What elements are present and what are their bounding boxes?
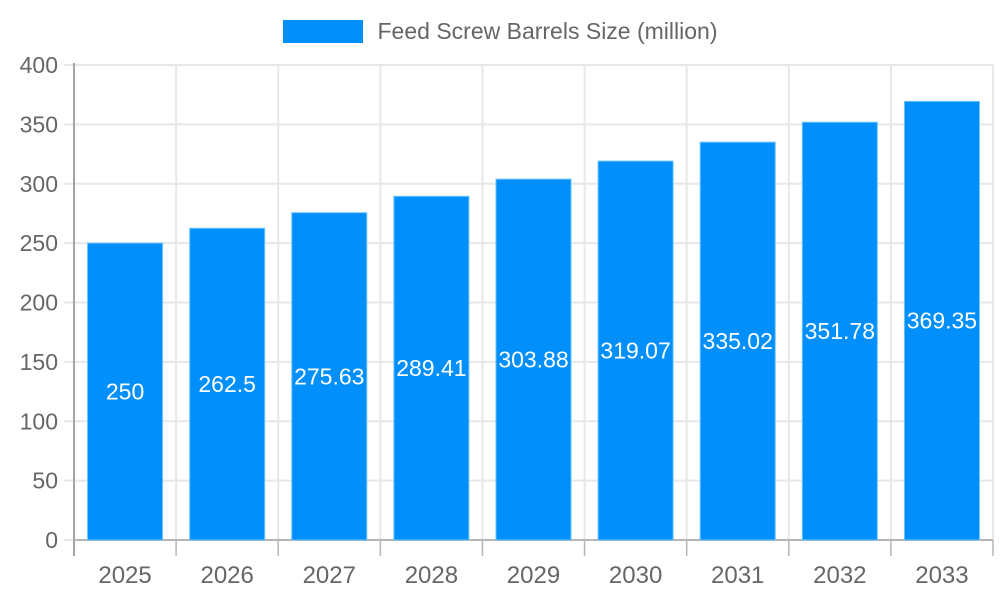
bar-value-label: 335.02 (703, 328, 773, 354)
bar-2027[interactable] (291, 212, 368, 541)
bar-value-label: 319.07 (600, 338, 670, 364)
bar-2028[interactable] (393, 195, 470, 541)
bar-value-label: 262.5 (198, 371, 256, 397)
x-tick-label: 2031 (711, 562, 764, 589)
bar-value-label: 289.41 (396, 355, 466, 381)
y-tick-label: 400 (20, 52, 58, 78)
y-tick-label: 0 (45, 527, 58, 553)
y-tick-label: 250 (20, 230, 58, 256)
legend-item[interactable]: Feed Screw Barrels Size (million) (282, 18, 718, 44)
x-tick-label: 2030 (609, 562, 662, 589)
x-tick-label: 2028 (405, 562, 458, 589)
bar-value-label: 351.78 (805, 318, 875, 344)
bar-2025[interactable] (87, 242, 164, 541)
bar-value-label: 303.88 (498, 347, 568, 373)
legend-marker-swatch (282, 20, 363, 43)
bar-2026[interactable] (189, 227, 266, 541)
bar-value-label: 250 (106, 379, 144, 405)
x-tick-label: 2032 (813, 562, 866, 589)
bar-value-label: 275.63 (294, 363, 364, 389)
bar-2031[interactable] (699, 141, 776, 541)
bar-2032[interactable] (801, 121, 878, 541)
bar-2033[interactable] (903, 100, 980, 541)
y-tick-label: 100 (20, 408, 58, 434)
x-tick-label: 2026 (200, 562, 253, 589)
x-tick-label: 2029 (507, 562, 560, 589)
bar-2030[interactable] (597, 160, 674, 541)
bar-2029[interactable] (495, 178, 572, 541)
y-tick-label: 150 (20, 349, 58, 375)
bar-value-label: 369.35 (907, 308, 977, 334)
x-tick-label: 2027 (303, 562, 356, 589)
chart-legend: Feed Screw Barrels Size (million) (0, 20, 1000, 43)
x-tick-label: 2025 (98, 562, 151, 589)
y-tick-label: 300 (20, 171, 58, 197)
y-tick-label: 200 (20, 290, 58, 316)
y-tick-label: 50 (32, 468, 58, 494)
y-tick-label: 350 (20, 111, 58, 137)
x-tick-label: 2033 (915, 562, 968, 589)
legend-label: Feed Screw Barrels Size (million) (377, 18, 718, 44)
